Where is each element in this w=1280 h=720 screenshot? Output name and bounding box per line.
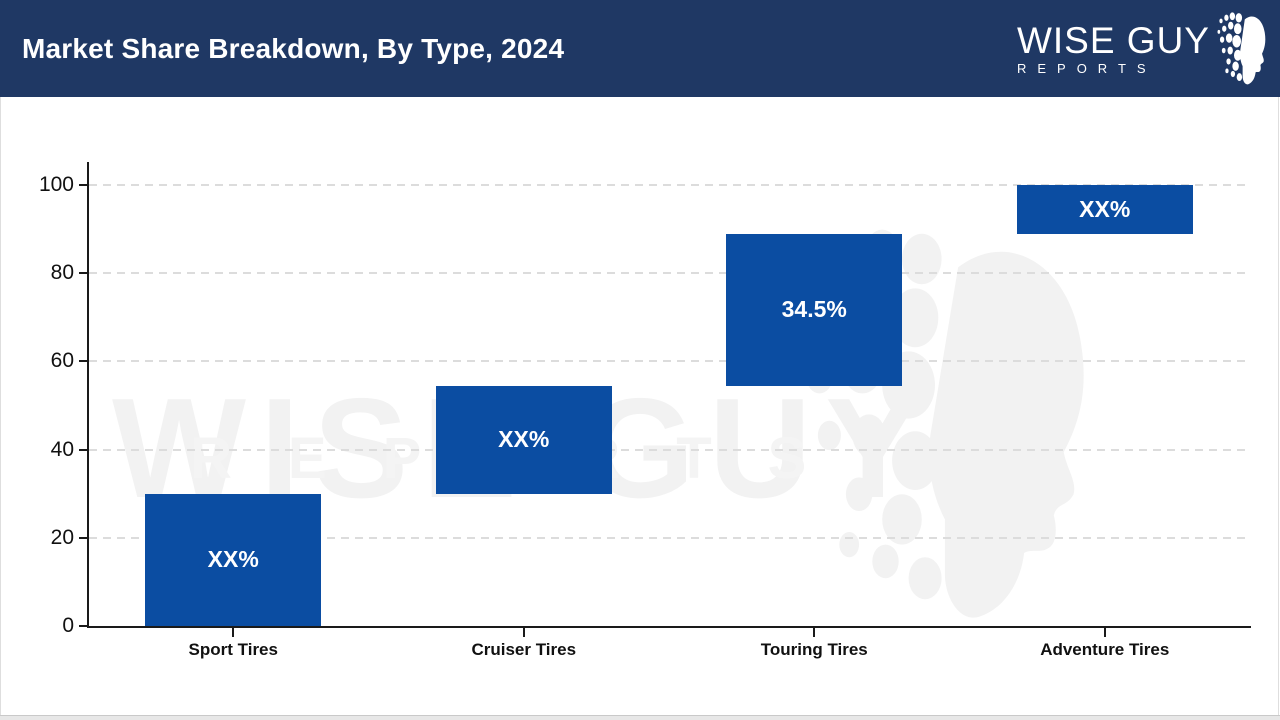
x-axis-label-adventure-tires: Adventure Tires: [1040, 640, 1170, 659]
page-title: Market Share Breakdown, By Type, 2024: [22, 32, 565, 64]
x-axis-label-sport-tires: Sport Tires: [188, 640, 278, 659]
bar-value-label-sport-tires: XX%: [207, 546, 259, 573]
y-axis-label-80: 80: [50, 261, 74, 285]
gridline-y-40: [89, 448, 1250, 451]
x-axis-label-cruiser-tires: Cruiser Tires: [471, 640, 577, 659]
gridline-y-60: [89, 360, 1250, 363]
y-axis-tick-40: [79, 448, 88, 451]
gridline-y-80: [89, 272, 1250, 275]
bar-cruiser-tires: XX%: [435, 385, 612, 494]
page-border-left: [0, 97, 1, 717]
bar-value-label-adventure-tires: XX%: [1079, 195, 1131, 222]
y-axis-label-60: 60: [50, 349, 74, 373]
logo-wiseguy-text: WISE GUY: [1016, 19, 1210, 61]
page-border-bottom: [0, 715, 1280, 720]
y-axis-tick-80: [79, 272, 88, 275]
y-axis-tick-60: [79, 360, 88, 363]
y-axis-tick-0: [79, 625, 88, 627]
x-axis-tick-sport-tires: [232, 628, 235, 637]
gridline-y-20: [89, 536, 1250, 539]
y-axis-label-0: 0: [62, 614, 74, 637]
bar-touring-tires: 34.5%: [726, 233, 903, 386]
bar-value-label-cruiser-tires: XX%: [498, 426, 550, 453]
brand-wordmark: WISE GUY REPORTS: [1016, 19, 1210, 77]
y-axis-label-20: 20: [50, 525, 74, 549]
brand-logo: WISE GUY REPORTS: [1017, 8, 1268, 90]
y-axis-line: [87, 162, 89, 628]
bar-value-label-touring-tires: 34.5%: [781, 296, 847, 323]
bar-sport-tires: XX%: [145, 493, 322, 626]
logo-reports-text: REPORTS: [1016, 61, 1157, 77]
y-axis-tick-20: [79, 536, 88, 539]
header-bar: Market Share Breakdown, By Type, 2024 WI…: [0, 0, 1280, 97]
y-axis-tick-100: [79, 184, 88, 186]
x-axis-tick-cruiser-tires: [522, 628, 525, 637]
x-axis-line: [87, 626, 1251, 628]
gridline-y-100: [89, 184, 1250, 186]
page-border-right: [1278, 97, 1279, 717]
dotted-head-icon: [1217, 12, 1266, 85]
y-axis-label-100: 100: [38, 173, 74, 196]
x-axis-label-touring-tires: Touring Tires: [760, 640, 868, 659]
x-axis-tick-adventure-tires: [1103, 628, 1106, 637]
x-axis-tick-touring-tires: [813, 628, 816, 637]
bar-adventure-tires: XX%: [1016, 185, 1193, 234]
y-axis-label-40: 40: [50, 437, 74, 461]
